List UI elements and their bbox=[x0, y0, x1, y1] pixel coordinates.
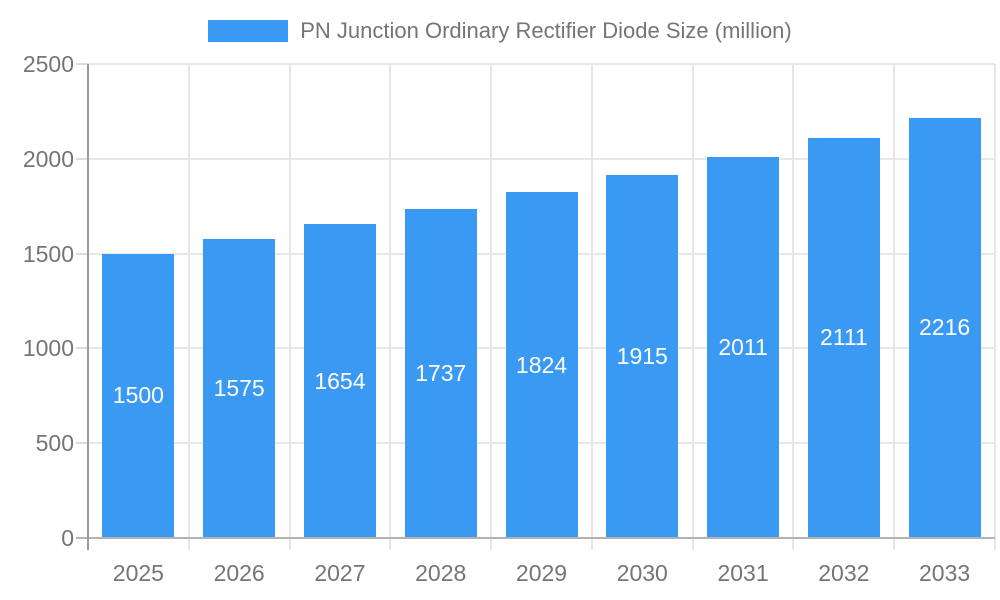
bar[interactable]: 2011 bbox=[707, 156, 780, 538]
bar[interactable]: 2111 bbox=[807, 137, 880, 538]
x-tick-label: 2029 bbox=[515, 560, 568, 586]
x-tick-label: 2027 bbox=[314, 560, 366, 586]
bar-value-label: 1500 bbox=[112, 382, 164, 409]
bar[interactable]: 2216 bbox=[908, 117, 981, 538]
x-tick-label: 2033 bbox=[919, 560, 971, 586]
v-gridline bbox=[288, 64, 291, 550]
bar[interactable]: 1654 bbox=[303, 224, 376, 538]
y-tick-mark bbox=[76, 347, 88, 350]
y-tick-label: 1500 bbox=[22, 240, 74, 267]
x-axis-line bbox=[76, 537, 995, 539]
y-tick-label: 500 bbox=[35, 430, 74, 457]
h-gridline bbox=[88, 63, 995, 65]
v-gridline bbox=[994, 64, 996, 550]
bar-value-label: 1737 bbox=[415, 359, 467, 386]
bar-value-label: 1915 bbox=[616, 342, 668, 369]
y-tick-mark bbox=[76, 157, 88, 160]
v-gridline bbox=[893, 64, 896, 550]
bar[interactable]: 1575 bbox=[203, 239, 276, 538]
v-gridline bbox=[590, 64, 593, 550]
v-gridline bbox=[792, 64, 795, 550]
h-gridline bbox=[88, 157, 995, 160]
legend-label: PN Junction Ordinary Rectifier Diode Siz… bbox=[300, 18, 792, 43]
bar-value-label: 1824 bbox=[515, 351, 568, 378]
bar[interactable]: 1915 bbox=[606, 174, 679, 538]
y-tick-mark bbox=[76, 252, 88, 255]
y-axis-line bbox=[87, 64, 89, 550]
x-tick-label: 2031 bbox=[717, 560, 769, 586]
x-tick-label: 2026 bbox=[213, 560, 265, 586]
legend-item[interactable]: PN Junction Ordinary Rectifier Diode Siz… bbox=[208, 18, 792, 44]
legend: PN Junction Ordinary Rectifier Diode Siz… bbox=[0, 17, 1000, 45]
y-tick-label: 2000 bbox=[22, 145, 74, 172]
y-tick-label: 1000 bbox=[22, 335, 74, 362]
bar-value-label: 2111 bbox=[819, 324, 868, 351]
bar-value-label: 2011 bbox=[718, 333, 768, 360]
v-gridline bbox=[389, 64, 392, 550]
v-gridline bbox=[691, 64, 694, 550]
bar[interactable]: 1824 bbox=[505, 192, 578, 538]
bar-value-label: 1575 bbox=[213, 375, 265, 402]
v-gridline bbox=[490, 64, 493, 550]
bar[interactable]: 1737 bbox=[404, 208, 477, 538]
bar[interactable]: 1500 bbox=[102, 253, 175, 538]
y-tick-label: 2500 bbox=[22, 51, 74, 77]
y-tick-mark bbox=[76, 442, 88, 445]
legend-swatch bbox=[208, 20, 289, 42]
bar-value-label: 1654 bbox=[314, 367, 366, 394]
x-tick-label: 2025 bbox=[112, 560, 164, 586]
v-gridline bbox=[187, 64, 190, 550]
x-tick-label: 2032 bbox=[818, 560, 870, 586]
x-tick-label: 2028 bbox=[415, 560, 467, 586]
x-tick-label: 2030 bbox=[616, 560, 668, 586]
bar-value-label: 2216 bbox=[919, 314, 971, 341]
y-tick-label: 0 bbox=[61, 525, 74, 551]
y-tick-mark bbox=[76, 63, 88, 65]
